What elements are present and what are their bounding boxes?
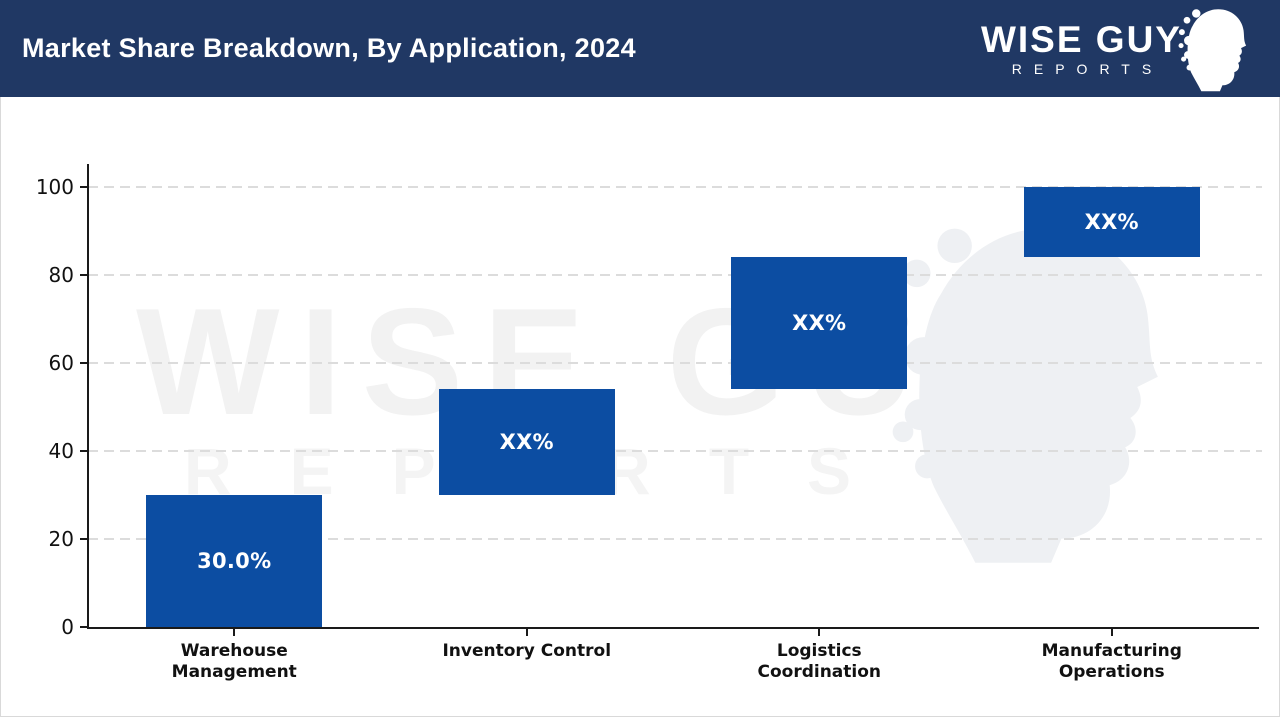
y-tick-label: 40 bbox=[48, 439, 74, 463]
gridline-60 bbox=[88, 362, 1262, 364]
image-border-bottom bbox=[0, 716, 1280, 717]
gridline-20 bbox=[88, 538, 1262, 540]
y-tick-label: 80 bbox=[48, 263, 74, 287]
bar-2: XX% bbox=[438, 389, 615, 495]
x-axis-line bbox=[87, 627, 1259, 629]
y-tick-mark bbox=[80, 362, 87, 364]
y-tick-mark bbox=[80, 450, 87, 452]
y-tick-mark bbox=[80, 626, 87, 628]
bar-value-label: XX% bbox=[499, 430, 554, 455]
x-category-label: Manufacturing Operations bbox=[1041, 641, 1182, 683]
logo-wordmark: WISE GUY bbox=[980, 18, 1182, 60]
logo-text: WISE GUY REPORTS bbox=[981, 21, 1182, 77]
bar-4: XX% bbox=[1023, 187, 1200, 258]
y-tick-label: 0 bbox=[61, 615, 74, 639]
x-tick-mark bbox=[525, 629, 528, 636]
y-tick-label: 100 bbox=[35, 175, 74, 199]
gridline-40 bbox=[88, 450, 1262, 452]
x-tick-mark bbox=[1110, 629, 1113, 636]
watermark-head-icon bbox=[882, 228, 1158, 563]
x-category-label: Warehouse Management bbox=[171, 641, 297, 683]
gridline-100 bbox=[88, 186, 1262, 188]
y-tick-mark bbox=[80, 538, 87, 540]
logo-subtext: REPORTS bbox=[1011, 60, 1164, 77]
logo-head-icon bbox=[1178, 8, 1247, 91]
x-tick-mark bbox=[233, 629, 236, 636]
bar-1: 30.0% bbox=[146, 495, 323, 627]
gridline-80 bbox=[88, 274, 1262, 276]
bar-value-label: 30.0% bbox=[197, 549, 272, 573]
bar-value-label: XX% bbox=[1084, 210, 1139, 235]
wiseguy-logo: WISE GUY REPORTS bbox=[981, 6, 1252, 92]
header-bar: Market Share Breakdown, By Application, … bbox=[0, 0, 1280, 97]
image-border-left bbox=[0, 97, 1, 717]
y-tick-label: 20 bbox=[48, 527, 74, 551]
page-title: Market Share Breakdown, By Application, … bbox=[22, 33, 636, 63]
bar-value-label: XX% bbox=[792, 311, 847, 336]
y-tick-label: 60 bbox=[48, 351, 74, 375]
x-tick-mark bbox=[818, 629, 821, 636]
x-category-label: Logistics Coordination bbox=[757, 641, 882, 683]
bar-3: XX% bbox=[731, 257, 908, 390]
y-axis-line bbox=[87, 164, 89, 629]
y-tick-mark bbox=[80, 186, 87, 188]
y-tick-mark bbox=[80, 274, 87, 276]
x-category-label: Inventory Control bbox=[442, 641, 612, 661]
